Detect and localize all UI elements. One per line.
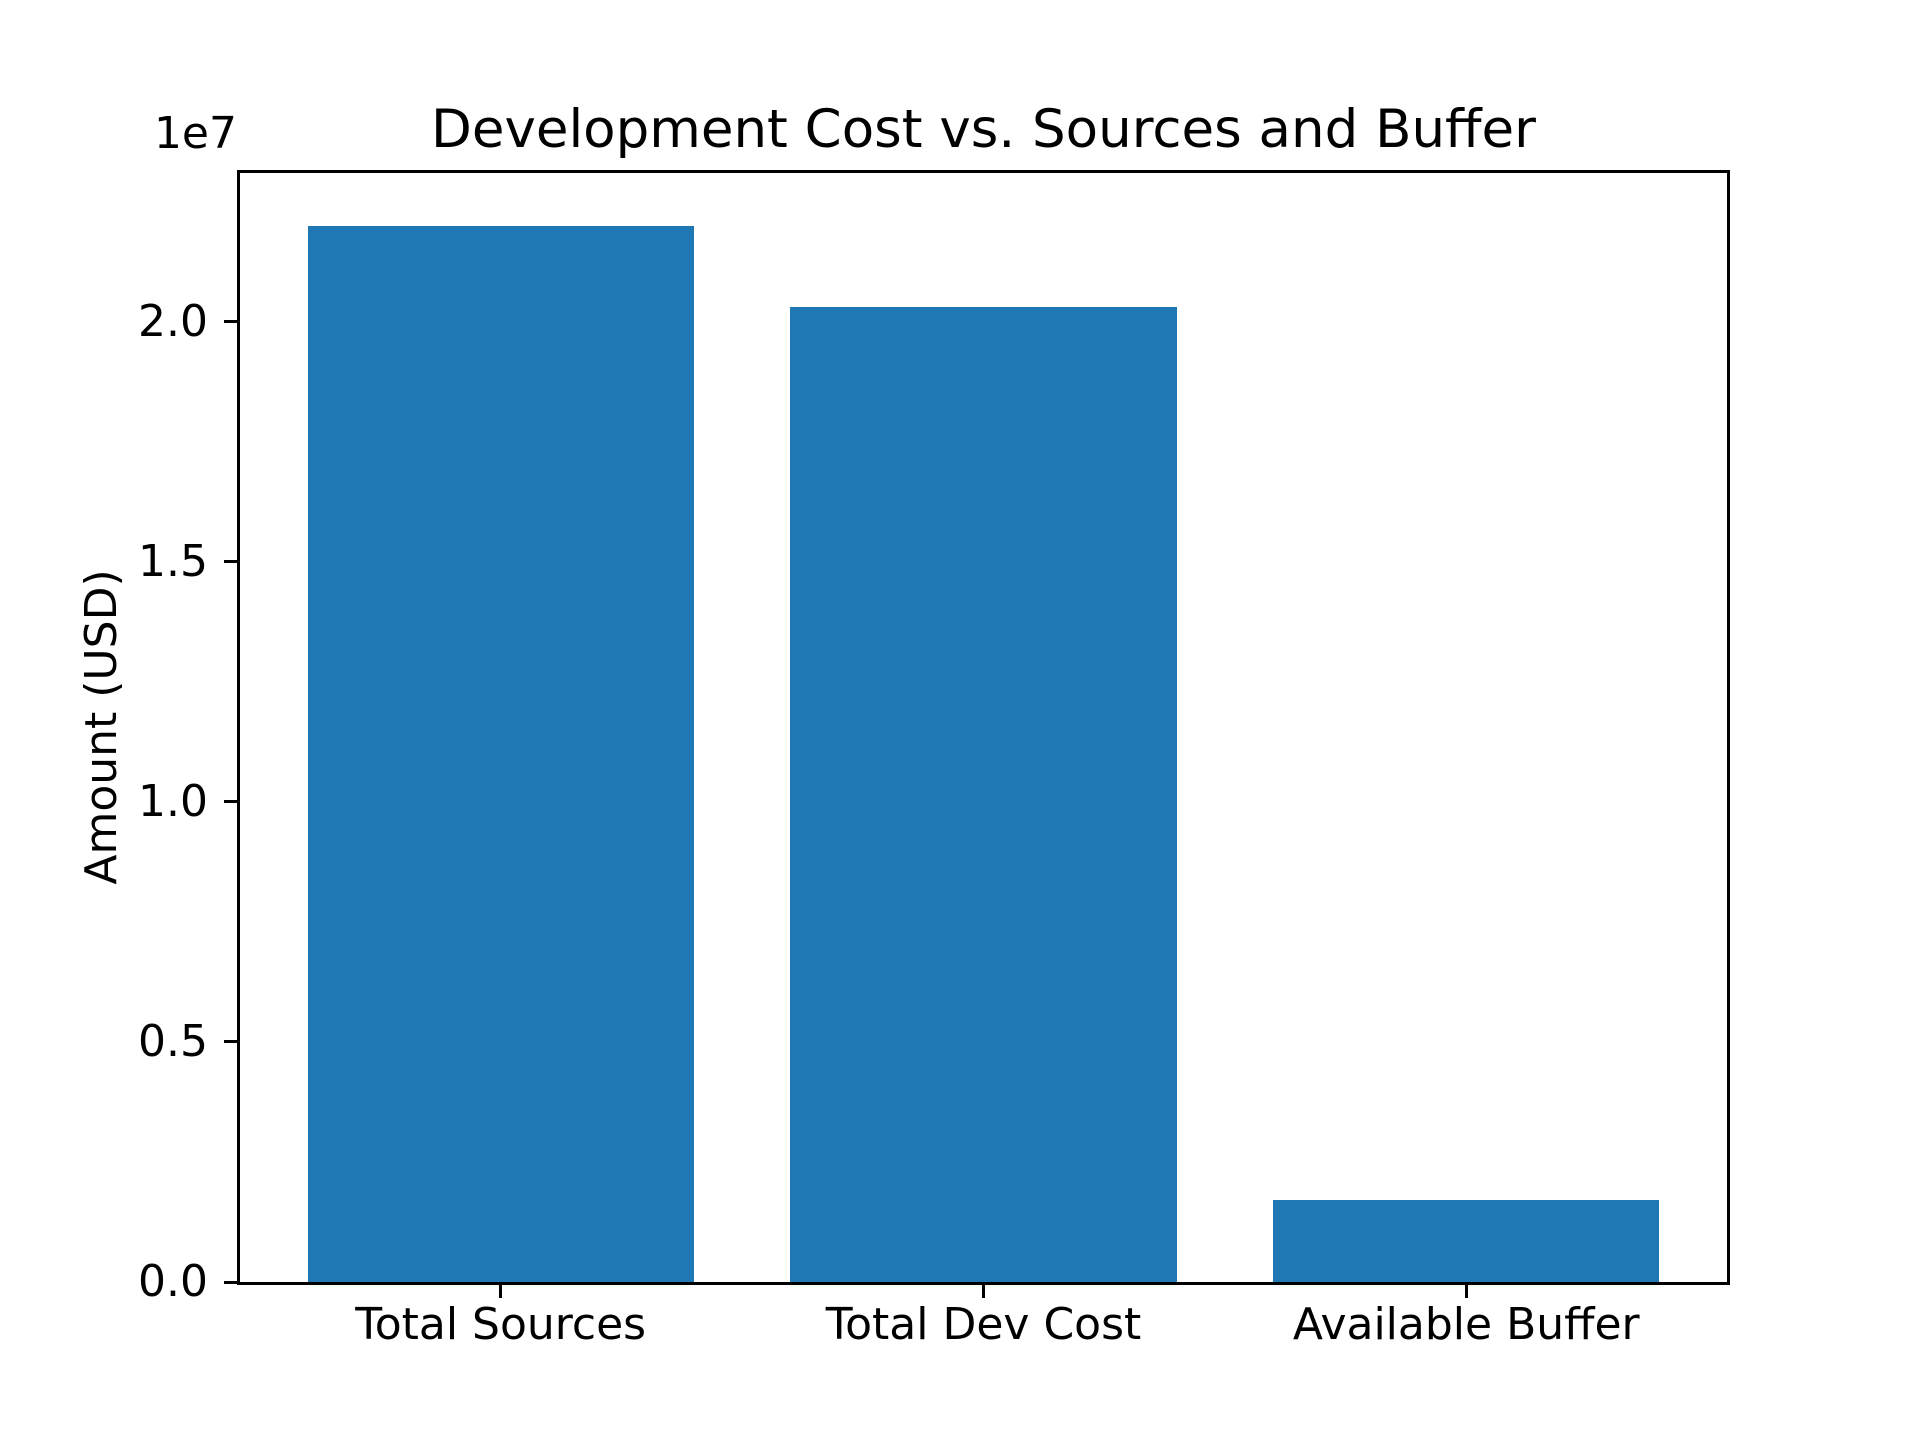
x-tick-mark <box>1464 1285 1468 1298</box>
y-tick-label-0.0: 0.0 <box>138 1255 208 1307</box>
y-axis-offset-label: 1e7 <box>153 108 237 159</box>
y-tick-mark <box>224 1040 240 1044</box>
plot-inner <box>240 173 1727 1282</box>
x-tick-label-available-buffer: Available Buffer <box>1292 1299 1640 1350</box>
bar-total-dev-cost <box>790 307 1177 1282</box>
y-tick-mark <box>224 800 240 804</box>
y-tick-mark <box>224 320 240 324</box>
x-tick-mark <box>982 1285 985 1298</box>
y-tick-mark <box>224 1280 240 1284</box>
x-tick-label-total-sources: Total Sources <box>355 1299 647 1350</box>
y-tick-label-2.0: 2.0 <box>138 295 208 347</box>
bar-total-sources <box>307 225 694 1282</box>
y-tick-label-0.5: 0.5 <box>138 1015 208 1067</box>
x-tick-label-total-dev-cost: Total Dev Cost <box>825 1299 1142 1350</box>
bar-available-buffer <box>1273 1200 1660 1282</box>
chart-title: Development Cost vs. Sources and Buffer <box>431 99 1536 160</box>
y-tick-label-1.5: 1.5 <box>138 535 208 587</box>
y-axis-label: Amount (USD) <box>76 569 127 885</box>
y-tick-label-1.0: 1.0 <box>138 775 208 827</box>
y-tick-mark <box>224 560 240 564</box>
x-tick-mark <box>499 1285 503 1298</box>
